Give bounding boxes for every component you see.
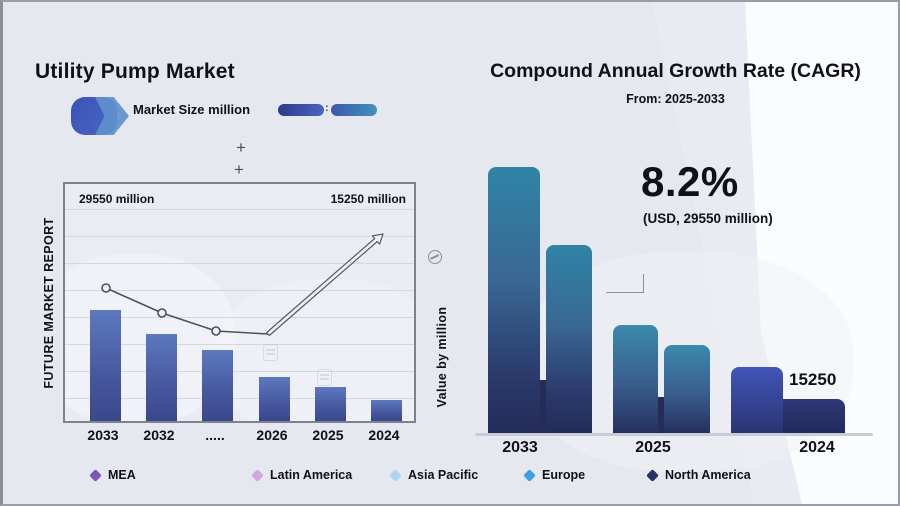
left-x-axis: 2033 2032..... 2026 2025 2024: [63, 427, 416, 445]
left-side-vertical-label: FUTURE MARKET REPORT: [42, 217, 56, 389]
left-axis-label: 2025: [312, 427, 344, 443]
legend-diamond-icon: [89, 468, 102, 482]
left-bar-2024: [371, 400, 402, 421]
value-by-million-label: Value by million: [435, 306, 449, 408]
legend-item-asia-pacific: Asia Pacific: [389, 468, 479, 482]
gridline: [65, 236, 414, 237]
gridline: [65, 209, 414, 210]
plus-mark-icon: +: [236, 138, 246, 157]
market-size-label: Market Size million: [133, 102, 251, 117]
gridline: [65, 290, 414, 291]
legend-diamond-icon: [523, 468, 536, 482]
legend-diamond-icon: [251, 468, 264, 482]
left-axis-label: 2026: [256, 427, 288, 443]
right-chart-baseline: [475, 433, 873, 436]
gridline: [65, 344, 414, 345]
circle-minus-icon: [428, 250, 442, 264]
cagr-value: 8.2%: [641, 158, 739, 205]
plus-mark-icon: +: [234, 160, 244, 179]
ghost-clipboard-icon: [317, 369, 332, 386]
bar-pair-connector: [540, 380, 546, 435]
left-axis-label: 2032: [143, 427, 175, 443]
legend-label: Latin America: [270, 468, 353, 482]
ghost-clipboard-icon: [263, 344, 278, 361]
value-label-right: 15250 million: [330, 192, 406, 206]
left-axis-label: 2024: [368, 427, 400, 443]
bar-pair-connector: [658, 397, 664, 435]
mountain-silhouette: [215, 279, 414, 421]
legend-item-europe: Europe: [523, 468, 586, 482]
legend-label: North America: [665, 468, 751, 482]
legend-item-mea: MEA: [89, 468, 136, 482]
legend-item-latin-america: Latin America: [251, 468, 353, 482]
value-annotation-15250: 15250: [789, 370, 837, 389]
left-axis-label: .....: [205, 427, 225, 443]
left-bar-.....: [202, 350, 233, 421]
left-chart-title: Utility Pump Market: [35, 60, 235, 83]
right-bar-2024-1: [731, 367, 783, 435]
left-bar-2026: [259, 377, 290, 421]
cagr-note: (USD, 29550 million): [643, 211, 773, 226]
trend-line-arrow: [101, 233, 384, 337]
right-bar-2033-2: [546, 245, 592, 435]
gradient-pill-icon-1: [278, 104, 324, 116]
gradient-pill-icon-2: [331, 104, 377, 116]
legend-label: Europe: [542, 468, 586, 482]
legend-diamond-icon: [646, 468, 659, 482]
legend-item-north-america: North America: [646, 468, 751, 482]
right-axis-label: 2025: [635, 439, 671, 456]
right-bar-2025-1: [613, 325, 658, 435]
right-header: Compound Annual Growth Rate (CAGR) From:…: [453, 60, 898, 106]
gridline: [65, 371, 414, 372]
value-label-left: 29550 million: [79, 192, 155, 206]
right-bar-2025-2: [664, 345, 710, 435]
left-chart-plot-area: 29550 million 15250 million: [63, 182, 416, 423]
pill-colon: :: [325, 102, 329, 114]
right-bar-2033-1: [488, 167, 540, 435]
left-bar-2032: [146, 334, 177, 421]
left-bar-2033: [90, 310, 121, 421]
gridline: [65, 263, 414, 264]
gridline: [65, 398, 414, 399]
right-axis-label: 2033: [502, 439, 538, 456]
left-axis-label: 2033: [87, 427, 119, 443]
legend-label: MEA: [108, 468, 136, 482]
gridline: [65, 317, 414, 318]
callout-bracket-line: [606, 274, 644, 293]
legend-label: Asia Pacific: [408, 468, 479, 482]
legend-diamond-icon: [389, 468, 402, 482]
cagr-title: Compound Annual Growth Rate (CAGR): [490, 60, 861, 82]
right-axis-label: 2024: [799, 439, 835, 456]
right-bar-2024-2: [783, 399, 845, 435]
cagr-subtitle: From: 2025-2033: [626, 92, 725, 106]
left-bar-2025: [315, 387, 346, 421]
